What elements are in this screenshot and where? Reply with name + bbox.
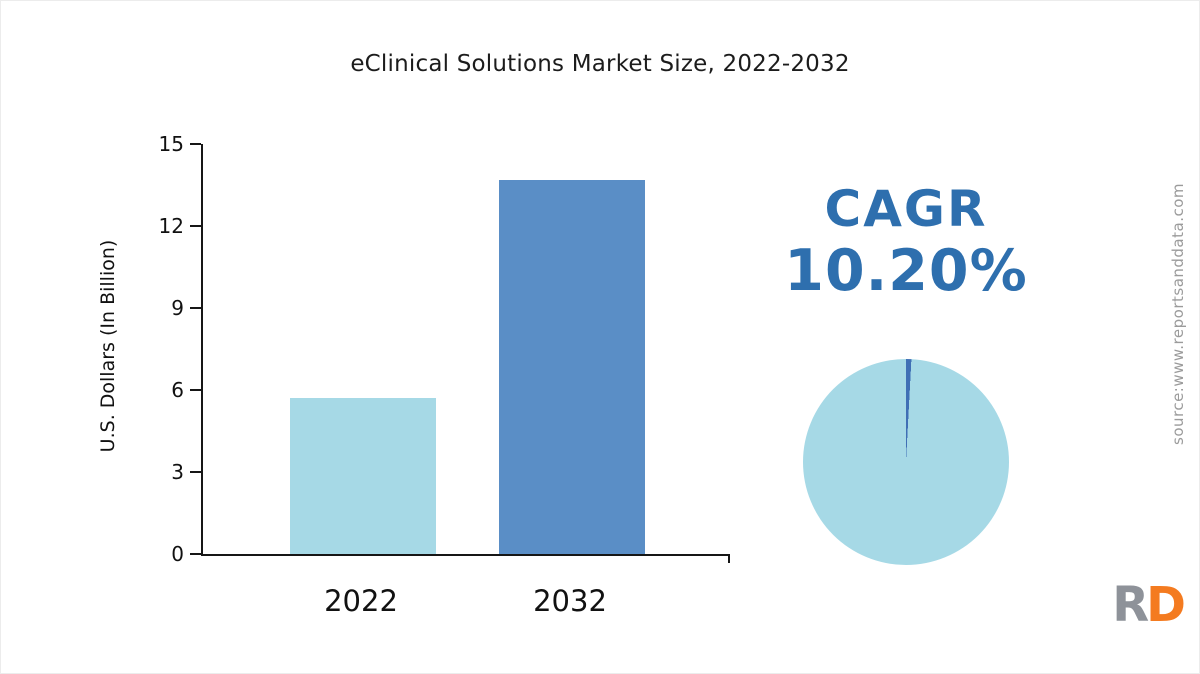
y-tick-mark: [190, 307, 201, 309]
y-tick-label: 9: [171, 296, 184, 320]
brand-logo: RD: [1112, 581, 1186, 629]
cagr-block: CAGR 10.20%: [769, 183, 1043, 302]
pie-chart: [803, 359, 1009, 565]
bar-chart-plot: 0 3 6 9 12 15: [159, 132, 730, 566]
y-tick-mark: [190, 143, 201, 145]
chart-title: eClinical Solutions Market Size, 2022-20…: [350, 51, 850, 77]
y-tick-mark: [190, 553, 201, 555]
logo-letter-d: D: [1146, 577, 1186, 633]
y-tick-label: 15: [158, 132, 184, 156]
y-tick-label: 12: [158, 214, 184, 238]
bar-2022: [290, 398, 436, 554]
source-text: source:www.reportsanddata.com: [1169, 183, 1187, 445]
y-tick-label: 0: [171, 542, 184, 566]
y-tick-label: 6: [171, 378, 184, 402]
x-axis-end-tick: [728, 554, 730, 563]
y-tick-mark: [190, 389, 201, 391]
x-axis-label-2022: 2022: [324, 584, 398, 618]
cagr-label: CAGR: [824, 180, 988, 238]
y-tick-mark: [190, 225, 201, 227]
cagr-value: 10.20%: [784, 237, 1028, 304]
y-axis-title: U.S. Dollars (In Billion): [97, 239, 119, 453]
bar-2032: [499, 179, 645, 554]
x-axis-label-2032: 2032: [533, 584, 607, 618]
logo-letter-r: R: [1112, 577, 1149, 633]
y-tick-label: 3: [171, 460, 184, 484]
y-tick-mark: [190, 471, 201, 473]
x-axis-labels: 2022 2032: [201, 584, 728, 628]
